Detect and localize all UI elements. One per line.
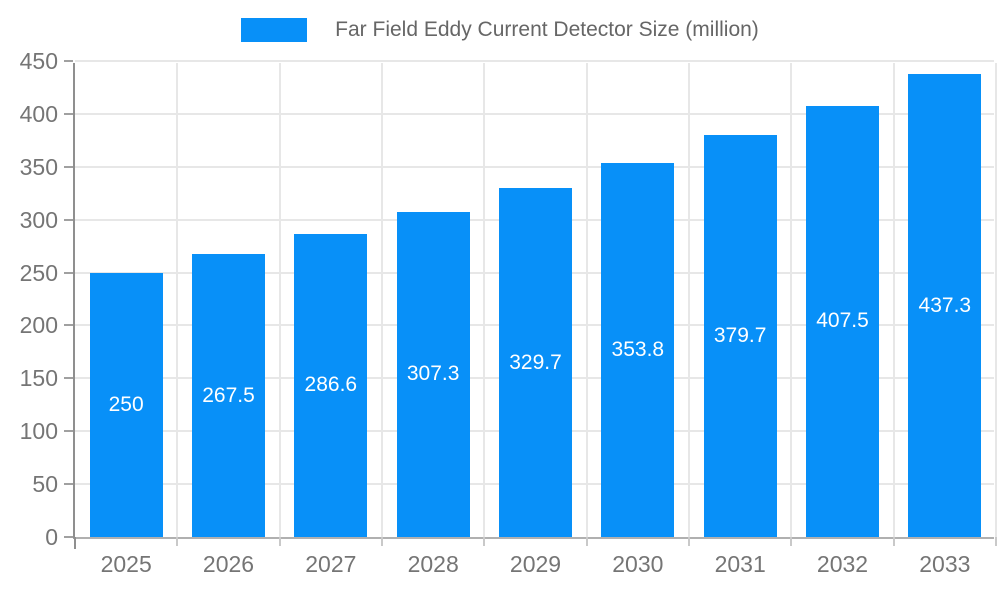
plot-area: 0 50 100 150 200 250 300 350 400 450 250 2025 267.5 2… — [20, 49, 997, 577]
x-gridline — [483, 63, 486, 537]
bar-value-label: 437.3 — [918, 293, 972, 317]
y-axis-label: 400 — [19, 100, 58, 127]
y-axis-tick — [64, 324, 73, 327]
legend-label: Far Field Eddy Current Detector Size (mi… — [335, 18, 759, 41]
x-axis-tick — [892, 537, 895, 546]
bar-value-label: 353.8 — [611, 337, 665, 361]
y-gridline — [75, 112, 994, 115]
x-axis-tick — [688, 537, 690, 546]
y-axis-tick — [64, 218, 73, 221]
bar-value-label: 286.6 — [304, 373, 358, 397]
x-axis-label: 2025 — [100, 551, 152, 577]
x-gridline — [892, 63, 895, 537]
x-axis-label: 2030 — [612, 551, 664, 577]
x-axis-tick — [176, 537, 179, 546]
bar-value-label: 407.5 — [816, 309, 869, 333]
x-axis-label: 2026 — [202, 551, 255, 577]
y-axis-tick — [64, 536, 73, 538]
x-axis-label: 2027 — [305, 551, 357, 577]
y-axis-label: 100 — [19, 418, 58, 445]
y-axis-label: 50 — [32, 471, 58, 498]
bar-value-label: 329.7 — [509, 350, 562, 374]
legend-swatch — [241, 18, 308, 42]
bar-2031[interactable]: 379.7 — [703, 135, 777, 537]
bar-value-label: 250 — [108, 392, 144, 416]
y-axis-label: 450 — [19, 48, 58, 74]
x-gridline — [585, 63, 588, 537]
y-axis-tick — [64, 165, 73, 168]
x-gridline — [176, 63, 179, 537]
x-gridline — [995, 63, 997, 537]
x-axis-tick — [790, 537, 793, 546]
y-axis-label: 200 — [19, 312, 58, 339]
y-gridline — [75, 60, 994, 62]
y-axis-label: 350 — [19, 153, 58, 180]
bar-2028[interactable]: 307.3 — [396, 211, 470, 537]
x-axis-tick — [995, 537, 997, 546]
y-axis-tick — [64, 112, 73, 115]
x-axis-label: 2033 — [919, 551, 971, 577]
y-axis-tick — [64, 60, 73, 62]
x-axis-tick — [278, 537, 281, 546]
y-gridline — [75, 165, 994, 168]
x-axis-label: 2029 — [509, 551, 562, 577]
y-axis-tick — [64, 271, 73, 274]
bar-2029[interactable]: 329.7 — [499, 188, 572, 537]
bar-2030[interactable]: 353.8 — [601, 162, 675, 537]
x-gridline — [381, 63, 383, 537]
x-gridline — [790, 63, 793, 537]
x-axis-label: 2031 — [714, 551, 766, 577]
x-axis-label: 2028 — [407, 551, 459, 577]
x-gridline — [278, 63, 281, 537]
y-axis-label: 250 — [19, 259, 58, 286]
y-axis-label: 150 — [19, 365, 58, 392]
x-axis-tick — [585, 537, 588, 546]
x-axis-tick — [381, 537, 383, 546]
bar-2033[interactable]: 437.3 — [908, 74, 982, 537]
bar-value-label: 267.5 — [202, 383, 255, 407]
x-gridline — [688, 63, 690, 537]
bar-2026[interactable]: 267.5 — [192, 254, 265, 537]
x-axis-tick — [483, 537, 486, 546]
y-axis-tick — [64, 430, 73, 433]
y-axis-tick — [64, 377, 73, 380]
legend-item[interactable]: Far Field Eddy Current Detector Size (mi… — [0, 18, 1000, 42]
y-axis-label: 0 — [45, 524, 58, 550]
bar-2027[interactable]: 286.6 — [294, 233, 368, 537]
y-axis-label: 300 — [19, 206, 58, 233]
bar-2025[interactable]: 250 — [89, 272, 163, 537]
bar-value-label: 307.3 — [406, 362, 460, 386]
y-axis-tick — [64, 483, 73, 486]
x-axis-tick — [74, 537, 76, 549]
bar-value-label: 379.7 — [713, 324, 767, 348]
x-axis-label: 2032 — [816, 551, 869, 577]
bar-2032[interactable]: 407.5 — [806, 105, 879, 537]
